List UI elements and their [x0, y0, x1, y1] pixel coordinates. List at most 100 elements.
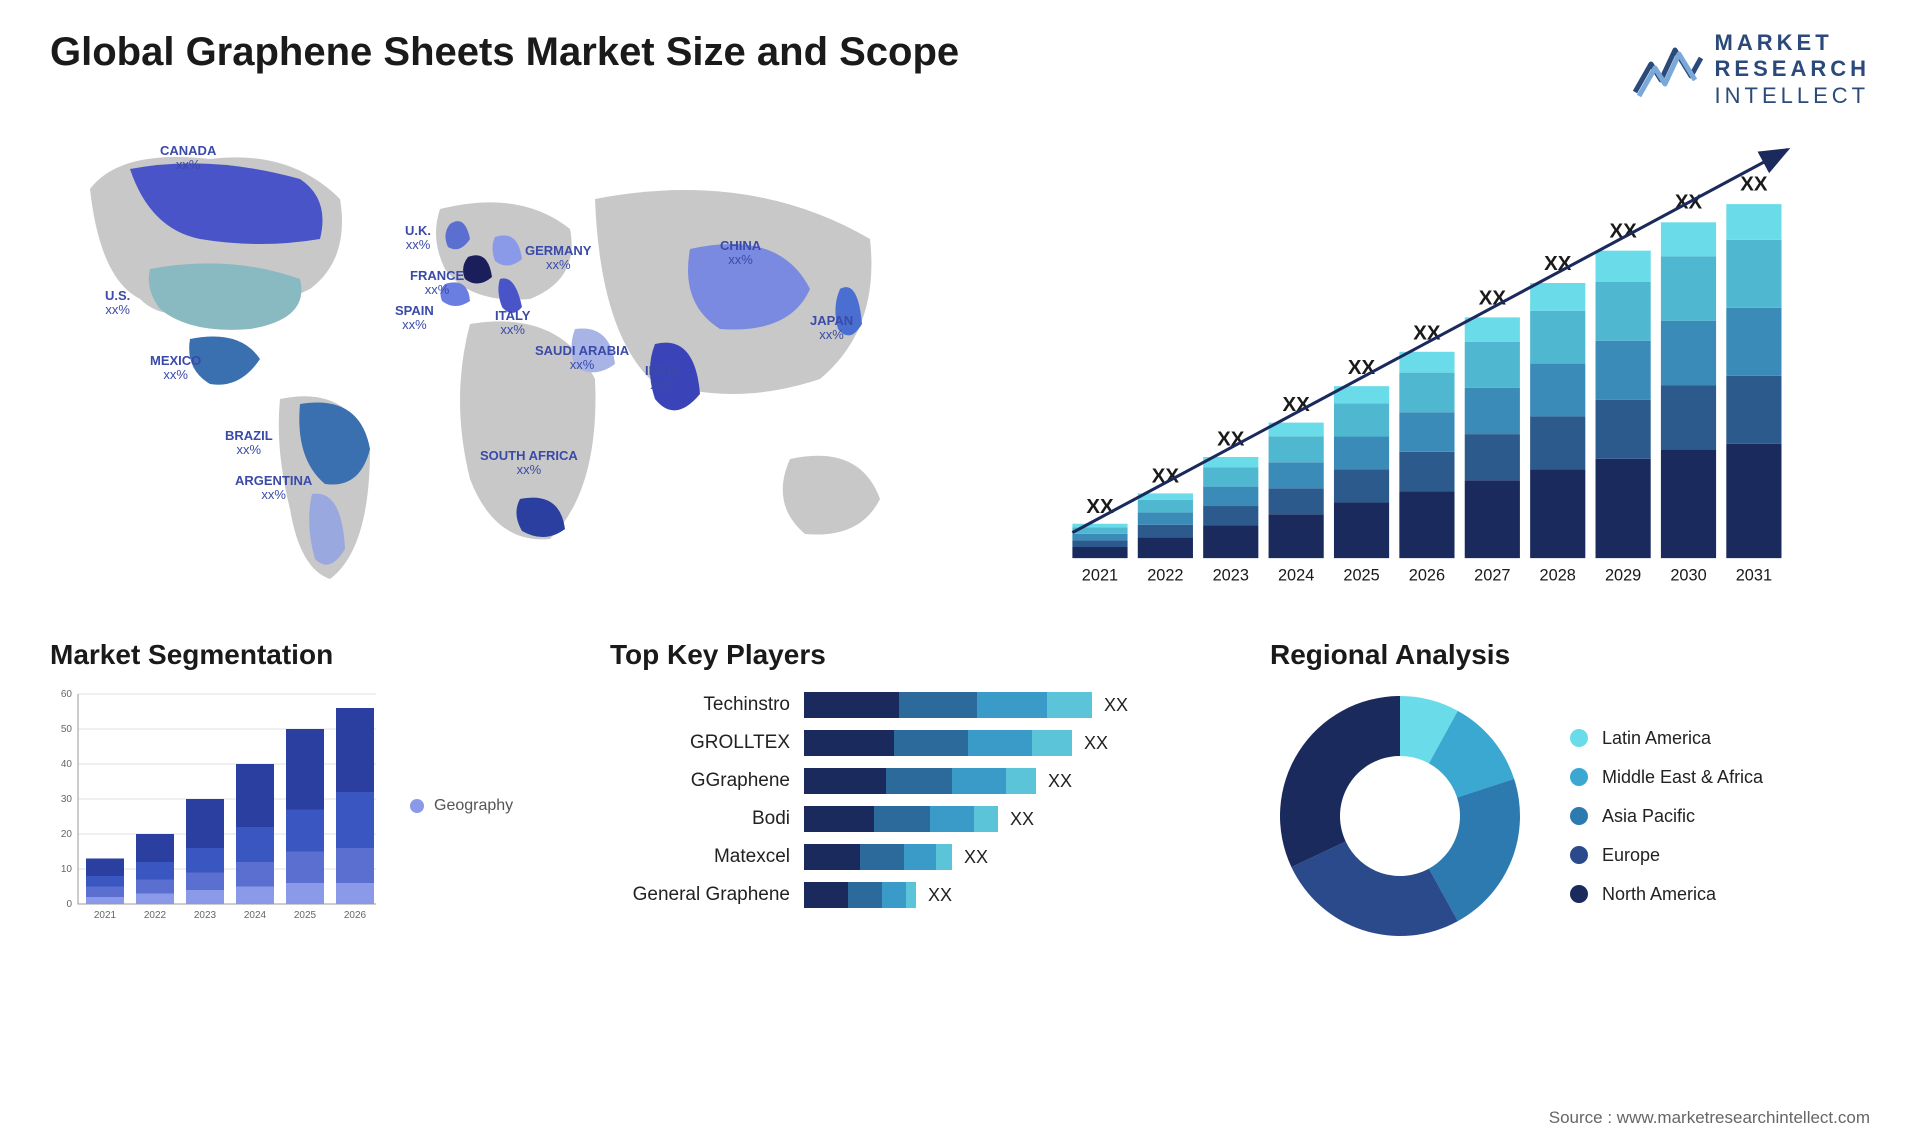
region-legend-item: Middle East & Africa: [1570, 767, 1763, 788]
map-label-france: FRANCExx%: [410, 269, 464, 298]
player-row: GGraphene XX: [610, 768, 1230, 794]
map-label-southafrica: SOUTH AFRICAxx%: [480, 449, 578, 478]
logo-text-3: INTELLECT: [1715, 83, 1870, 109]
legend-label: Geography: [434, 797, 513, 815]
player-name: Bodi: [610, 808, 790, 830]
map-label-canada: CANADAxx%: [160, 144, 216, 173]
map-label-uk: U.K.xx%: [405, 224, 431, 253]
player-bar: [804, 806, 998, 832]
legend-dot: [1570, 768, 1588, 786]
svg-text:2028: 2028: [1540, 567, 1576, 585]
regional-title: Regional Analysis: [1270, 639, 1870, 671]
legend-text: Asia Pacific: [1602, 806, 1695, 827]
svg-text:2021: 2021: [1082, 567, 1118, 585]
map-label-brazil: BRAZILxx%: [225, 429, 273, 458]
player-bar: [804, 768, 1036, 794]
legend-text: Latin America: [1602, 728, 1711, 749]
player-row: General Graphene XX: [610, 882, 1230, 908]
player-name: GGraphene: [610, 770, 790, 792]
player-value: XX: [1048, 771, 1072, 792]
svg-text:2029: 2029: [1605, 567, 1641, 585]
legend-dot: [1570, 885, 1588, 903]
players-section: Top Key Players TechinstroXXGROLLTEXXXGG…: [610, 639, 1230, 946]
player-row: Matexcel XX: [610, 844, 1230, 870]
svg-text:2031: 2031: [1736, 567, 1772, 585]
svg-text:2022: 2022: [1147, 567, 1183, 585]
region-legend-item: Latin America: [1570, 728, 1763, 749]
legend-dot: [1570, 846, 1588, 864]
player-name: Matexcel: [610, 846, 790, 868]
player-value: XX: [1104, 695, 1128, 716]
svg-text:2025: 2025: [1343, 567, 1379, 585]
svg-text:60: 60: [61, 689, 73, 700]
segmentation-chart: 0 10 20 30 40 50 60 2021 2022 2023 2024 2025 2026: [50, 686, 380, 926]
page-title: Global Graphene Sheets Market Size and S…: [50, 30, 959, 75]
svg-text:2023: 2023: [1213, 567, 1249, 585]
svg-text:2026: 2026: [344, 910, 367, 921]
svg-text:2021: 2021: [94, 910, 117, 921]
player-value: XX: [964, 847, 988, 868]
svg-text:10: 10: [61, 864, 73, 875]
donut-chart: [1270, 686, 1530, 946]
player-row: Techinstro XX: [610, 692, 1230, 718]
segmentation-section: Market Segmentation 0 10 20 30 40 50 60 2021 202…: [50, 639, 570, 946]
svg-text:50: 50: [61, 724, 73, 735]
svg-text:2030: 2030: [1670, 567, 1706, 585]
regional-section: Regional Analysis Latin America Middle Ea…: [1270, 639, 1870, 946]
map-label-argentina: ARGENTINAxx%: [235, 474, 312, 503]
player-value: XX: [1084, 733, 1108, 754]
map-label-china: CHINAxx%: [720, 239, 761, 268]
player-row: GROLLTEXXX: [610, 730, 1230, 756]
logo: MARKET RESEARCH INTELLECT: [1633, 30, 1870, 109]
logo-text-1: MARKET: [1715, 30, 1870, 56]
player-name: Techinstro: [610, 694, 790, 716]
svg-text:2025: 2025: [294, 910, 317, 921]
svg-text:2024: 2024: [1278, 567, 1314, 585]
map-label-japan: JAPANxx%: [810, 314, 853, 343]
player-bar: [804, 844, 952, 870]
player-value: XX: [1010, 809, 1034, 830]
source-text: Source : www.marketresearchintellect.com: [1549, 1108, 1870, 1128]
logo-text-2: RESEARCH: [1715, 56, 1870, 82]
region-legend-item: Europe: [1570, 845, 1763, 866]
svg-text:40: 40: [61, 759, 73, 770]
svg-text:0: 0: [66, 899, 72, 910]
player-row: Bodi XX: [610, 806, 1230, 832]
world-map: CANADAxx% U.S.xx% MEXICOxx% BRAZILxx% ARGENT…: [50, 129, 930, 599]
svg-text:2023: 2023: [194, 910, 217, 921]
map-label-italy: ITALYxx%: [495, 309, 530, 338]
player-bar: [804, 882, 916, 908]
map-label-india: INDIAxx%: [645, 364, 680, 393]
legend-text: Europe: [1602, 845, 1660, 866]
svg-text:2022: 2022: [144, 910, 167, 921]
legend-dot: [1570, 729, 1588, 747]
player-bar: [804, 692, 1092, 718]
map-label-saudiarabia: SAUDI ARABIAxx%: [535, 344, 629, 373]
map-label-mexico: MEXICOxx%: [150, 354, 201, 383]
logo-icon: [1633, 40, 1703, 100]
legend-text: Middle East & Africa: [1602, 767, 1763, 788]
svg-text:30: 30: [61, 794, 73, 805]
svg-text:20: 20: [61, 829, 73, 840]
svg-text:2027: 2027: [1474, 567, 1510, 585]
svg-text:XX: XX: [1086, 496, 1114, 518]
region-legend-item: North America: [1570, 884, 1763, 905]
segmentation-legend: Geography: [410, 797, 513, 815]
players-title: Top Key Players: [610, 639, 1230, 671]
segmentation-title: Market Segmentation: [50, 639, 570, 671]
svg-text:2024: 2024: [244, 910, 267, 921]
region-legend-item: Asia Pacific: [1570, 806, 1763, 827]
legend-dot: [410, 799, 424, 813]
growth-svg: XX2021XX2022XX2023XX2024XX2025XX2026XX20…: [990, 129, 1870, 599]
svg-text:XX: XX: [1740, 173, 1768, 195]
map-label-us: U.S.xx%: [105, 289, 130, 318]
player-bar: [804, 730, 1072, 756]
growth-chart: XX2021XX2022XX2023XX2024XX2025XX2026XX20…: [990, 129, 1870, 599]
legend-dot: [1570, 807, 1588, 825]
player-name: General Graphene: [610, 884, 790, 906]
map-label-spain: SPAINxx%: [395, 304, 434, 333]
legend-text: North America: [1602, 884, 1716, 905]
player-value: XX: [928, 885, 952, 906]
svg-text:2026: 2026: [1409, 567, 1445, 585]
map-label-germany: GERMANYxx%: [525, 244, 591, 273]
